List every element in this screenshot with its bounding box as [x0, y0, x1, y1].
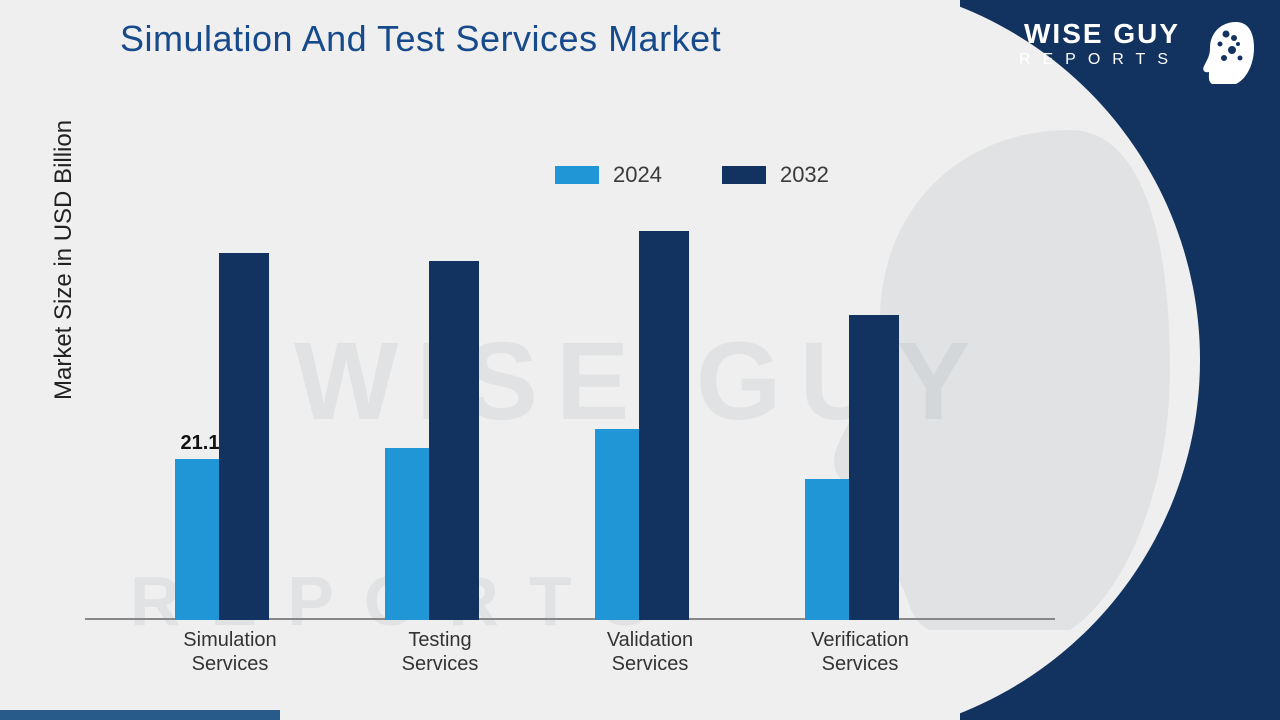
- chart-plot-area: 21.1Simulation ServicesTesting ServicesV…: [135, 200, 935, 620]
- category-label: Verification Services: [770, 628, 950, 676]
- bar-2032: [639, 231, 689, 620]
- bar-2032: [429, 261, 479, 620]
- chart-title: Simulation And Test Services Market: [120, 18, 721, 60]
- y-axis-label: Market Size in USD Billion: [50, 120, 78, 400]
- category-label: Validation Services: [560, 628, 740, 676]
- footer-accent-bar: [0, 710, 280, 720]
- bar-2032: [219, 253, 269, 620]
- legend-swatch-2032: [722, 166, 766, 184]
- bar-2024: [595, 429, 645, 620]
- legend-label-2024: 2024: [613, 162, 662, 188]
- legend-label-2032: 2032: [780, 162, 829, 188]
- brand-line1: WISE GUY: [1019, 20, 1180, 48]
- brand-head-icon: [1192, 18, 1262, 88]
- category-label: Testing Services: [350, 628, 530, 676]
- legend-item-2032: 2032: [722, 162, 829, 188]
- chart-stage: WISE GUY REPORTS Simulation And Test Ser…: [0, 0, 1280, 720]
- category-label: Simulation Services: [140, 628, 320, 676]
- bar-2024: [805, 479, 855, 620]
- bar-2032: [849, 315, 899, 620]
- bar-2024: [385, 448, 435, 620]
- brand-band: [960, 0, 1280, 720]
- brand-line2: REPORTS: [1019, 52, 1180, 68]
- legend-swatch-2024: [555, 166, 599, 184]
- bar-2024: [175, 459, 225, 620]
- chart-legend: 2024 2032: [555, 162, 829, 188]
- brand-logo: WISE GUY REPORTS: [1019, 20, 1180, 68]
- legend-item-2024: 2024: [555, 162, 662, 188]
